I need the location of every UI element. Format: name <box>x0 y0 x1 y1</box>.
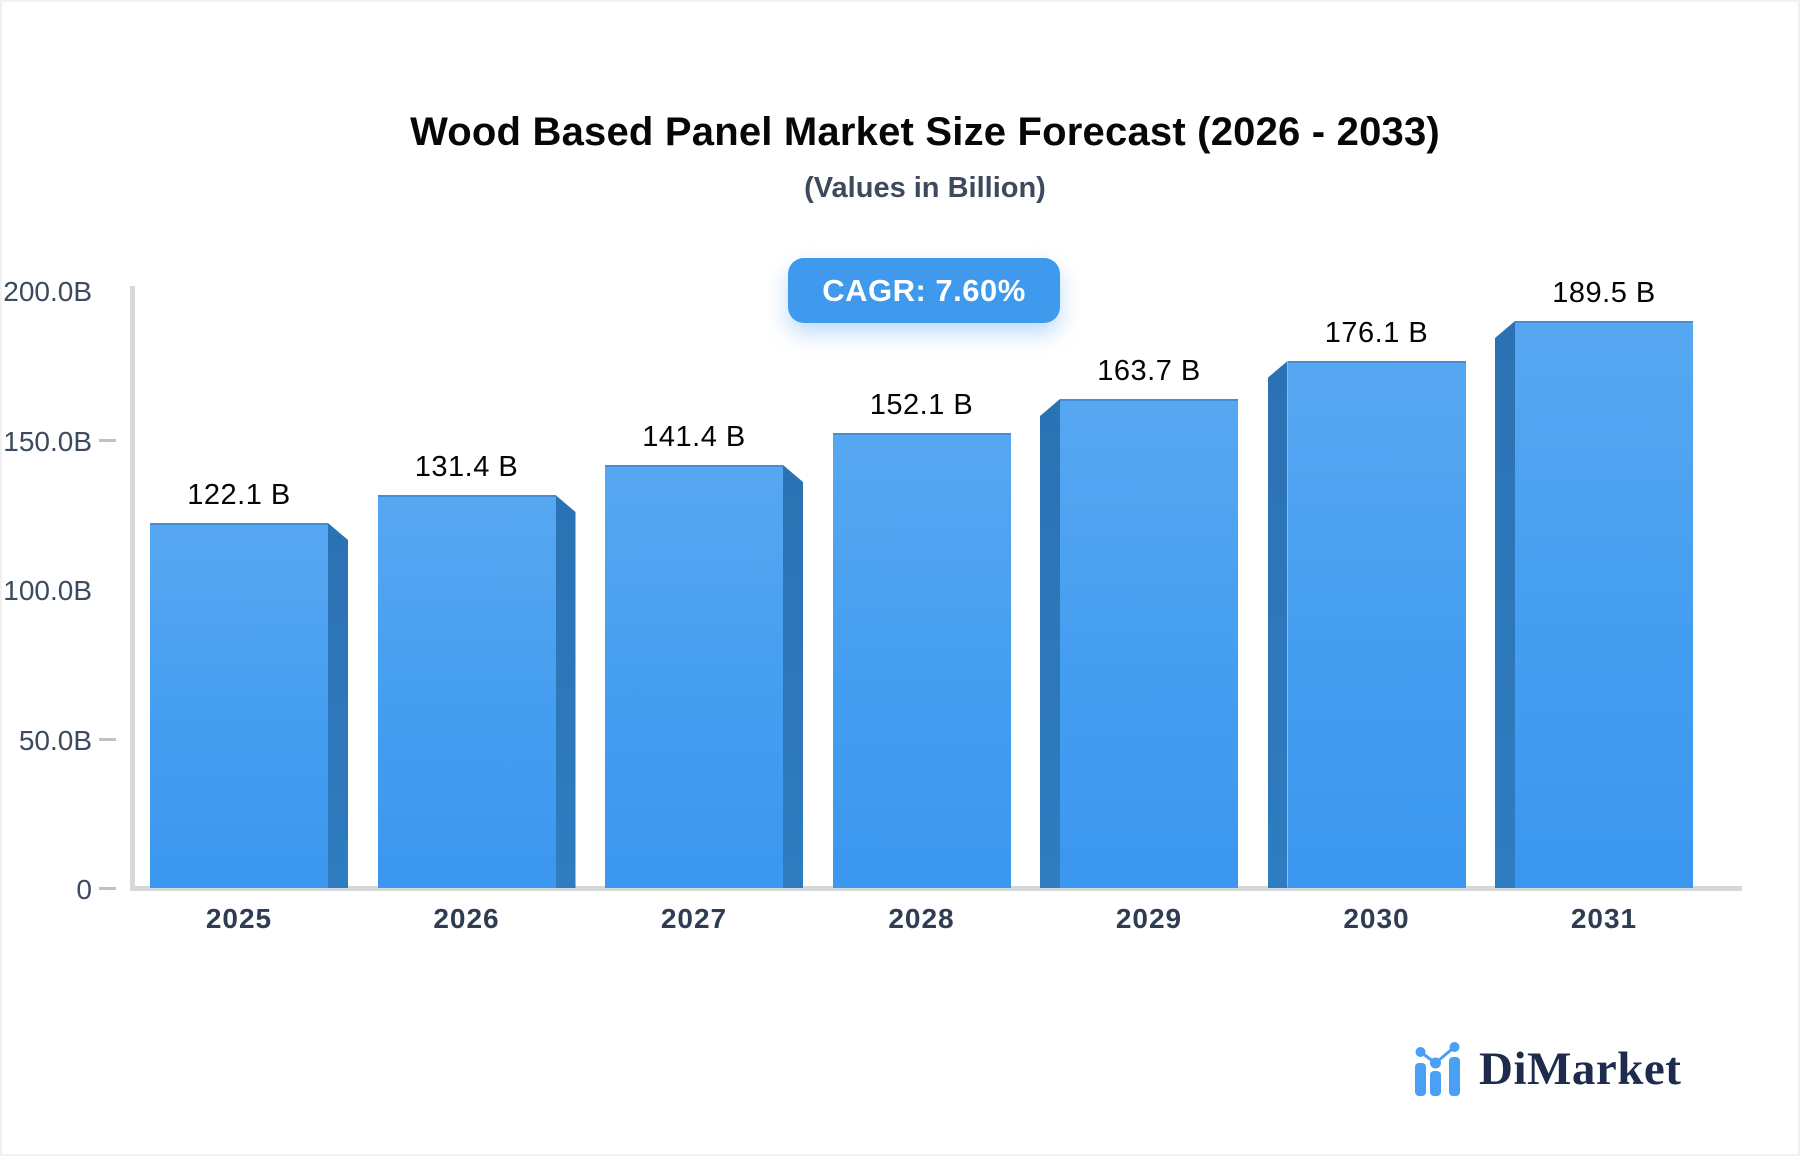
x-axis-label: 2029 <box>1115 903 1183 934</box>
x-axis-label: 2025 <box>205 903 273 934</box>
y-axis-line <box>130 286 135 888</box>
bar-side-face <box>1495 321 1515 888</box>
brand-logo: DiMarket <box>1413 1040 1681 1098</box>
bar-2029 <box>1040 399 1238 888</box>
bar-value-label: 131.4 B <box>414 451 519 483</box>
cagr-badge-label: CAGR: 7.60% <box>822 272 1026 308</box>
bar-face <box>832 433 1011 888</box>
bar-value-label: 122.1 B <box>187 479 291 511</box>
bar-face <box>150 523 328 888</box>
bar-face <box>605 465 783 888</box>
bar-value-label: 163.7 B <box>1097 355 1201 387</box>
bar-side-face <box>783 465 803 888</box>
y-tick-label: 0 <box>76 874 92 905</box>
chart-subtitle: (Values in Billion) <box>804 172 1046 204</box>
bar-2031 <box>1495 321 1693 888</box>
x-axis-label: 2027 <box>660 903 728 934</box>
brand-name: DiMarket <box>1479 1043 1682 1095</box>
y-tick-label: 50.0B <box>18 724 92 756</box>
y-tick-label: 100.0B <box>3 575 92 606</box>
bar-face <box>1515 321 1693 888</box>
bar-value-label: 141.4 B <box>642 421 746 453</box>
bar-2026 <box>377 495 576 888</box>
x-axis-baseline <box>130 886 1742 891</box>
x-axis-label: 2031 <box>1570 903 1638 934</box>
bar-2030 <box>1267 361 1466 888</box>
bar-2027 <box>605 465 803 888</box>
bar-2025 <box>150 523 348 888</box>
bar-line-chart-icon <box>1415 1042 1460 1096</box>
bar-value-label: 176.1 B <box>1324 317 1429 349</box>
y-tick-mark <box>99 737 116 741</box>
bar-side-face <box>1267 361 1288 888</box>
chart-title: Wood Based Panel Market Size Forecast (2… <box>410 110 1440 154</box>
bar-side-face <box>555 495 576 888</box>
y-tick-label: 200.0B <box>3 276 92 307</box>
x-axis-label: 2030 <box>1343 903 1410 934</box>
y-tick-label: 150.0B <box>3 425 92 457</box>
bar-2028 <box>832 433 1011 888</box>
bar-face <box>377 495 556 888</box>
bar-side-face <box>328 523 348 888</box>
x-axis-label: 2026 <box>433 903 500 934</box>
cagr-badge: CAGR: 7.60% <box>788 258 1060 323</box>
bar-face <box>1287 361 1466 888</box>
bar-side-face <box>1040 399 1060 888</box>
bar-value-label: 152.1 B <box>869 389 974 421</box>
x-axis-label: 2028 <box>888 903 955 934</box>
y-tick-mark <box>99 438 116 442</box>
bar-value-label: 189.5 B <box>1552 277 1656 309</box>
bar-face <box>1060 399 1238 888</box>
y-tick-mark <box>99 887 116 890</box>
